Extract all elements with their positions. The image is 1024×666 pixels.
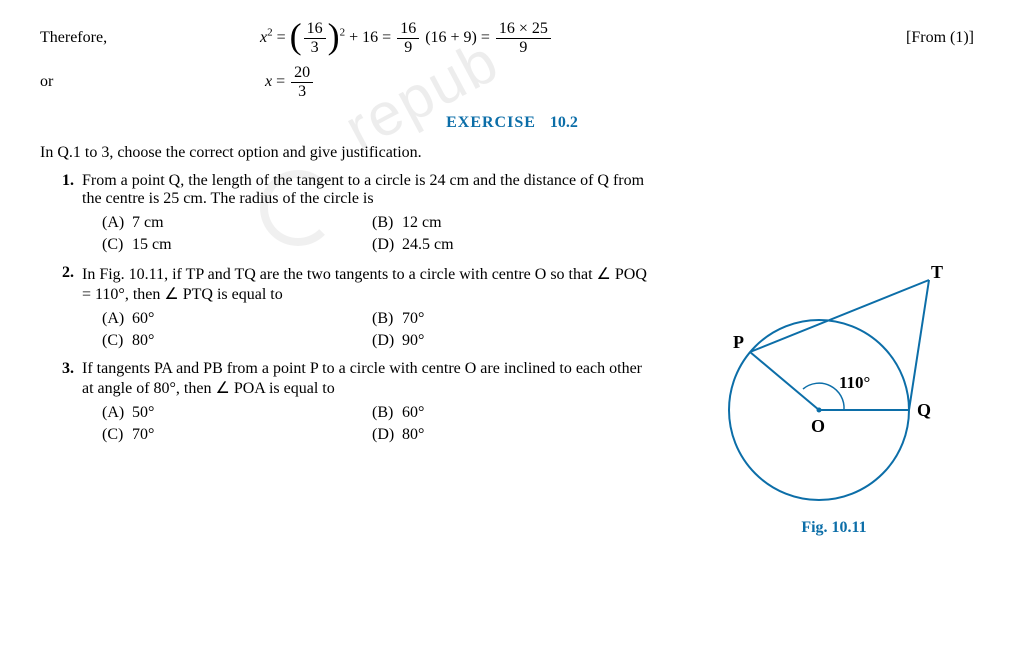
equation-1: x2 = (163)2 + 16 = 169 (16 + 9) = 16 × 2… <box>260 20 553 56</box>
plus-16: + 16 = <box>349 29 391 46</box>
q2-options: (A)60° (B)70° (C)80° (D)90° <box>102 310 650 350</box>
q1-options: (A)7 cm (B)12 cm (C)15 cm (D)24.5 cm <box>102 214 650 254</box>
or-label: or <box>40 73 170 91</box>
q3-option-a: (A)50° <box>102 404 332 422</box>
question-3: 3. If tangents PA and PB from a point P … <box>40 360 650 454</box>
exercise-word: EXERCISE <box>446 114 536 131</box>
q3-number: 3. <box>40 360 82 454</box>
q3-option-b: (B)60° <box>372 404 602 422</box>
label-o: O <box>811 416 825 436</box>
q2-option-a: (A)60° <box>102 310 332 328</box>
from-1-note: [From (1)] <box>906 29 984 47</box>
q1-number: 1. <box>40 172 82 264</box>
q1-option-b: (B)12 cm <box>372 214 602 232</box>
question-2: 2. In Fig. 10.11, if TP and TQ are the t… <box>40 264 650 360</box>
q1-option-d: (D)24.5 cm <box>372 236 602 254</box>
x-squared: x2 = <box>260 29 290 46</box>
angle-arc <box>803 383 844 410</box>
label-t: T <box>931 262 943 282</box>
exercise-number: 10.2 <box>550 114 578 131</box>
instruction-text: In Q.1 to 3, choose the correct option a… <box>40 144 984 162</box>
q2-option-b: (B)70° <box>372 310 602 328</box>
label-q: Q <box>917 400 931 420</box>
question-1: 1. From a point Q, the length of the tan… <box>40 172 650 264</box>
equation-2: x = 203 <box>265 64 315 100</box>
exercise-heading: EXERCISE 10.2 <box>40 114 984 132</box>
derivation-line-1: Therefore, x2 = (163)2 + 16 = 169 (16 + … <box>40 20 984 56</box>
derivation-line-2: or x = 203 <box>40 64 984 100</box>
q2-text: In Fig. 10.11, if TP and TQ are the two … <box>82 264 650 304</box>
q3-text: If tangents PA and PB from a point P to … <box>82 360 650 398</box>
q1-option-a: (A)7 cm <box>102 214 332 232</box>
q3-option-c: (C)70° <box>102 426 332 444</box>
label-angle: 110° <box>839 373 870 392</box>
q3-option-d: (D)80° <box>372 426 602 444</box>
right-paren: ) <box>328 22 340 51</box>
q2-number: 2. <box>40 264 82 360</box>
left-paren: ( <box>290 22 302 51</box>
q1-text: From a point Q, the length of the tangen… <box>82 172 650 208</box>
tangent-tp <box>750 280 929 352</box>
q2-option-d: (D)90° <box>372 332 602 350</box>
therefore-label: Therefore, <box>40 29 170 47</box>
tangent-tq <box>909 280 929 410</box>
radius-op <box>750 352 819 410</box>
q2-option-c: (C)80° <box>102 332 332 350</box>
circle-tangent-diagram: T P Q O 110° <box>699 260 969 510</box>
figure-caption: Fig. 10.11 <box>694 519 974 537</box>
paren-sum: (16 + 9) = <box>425 29 490 46</box>
q1-option-c: (C)15 cm <box>102 236 332 254</box>
q3-options: (A)50° (B)60° (C)70° (D)80° <box>102 404 650 444</box>
figure-10-11: T P Q O 110° Fig. 10.11 <box>694 260 974 537</box>
label-p: P <box>733 332 744 352</box>
